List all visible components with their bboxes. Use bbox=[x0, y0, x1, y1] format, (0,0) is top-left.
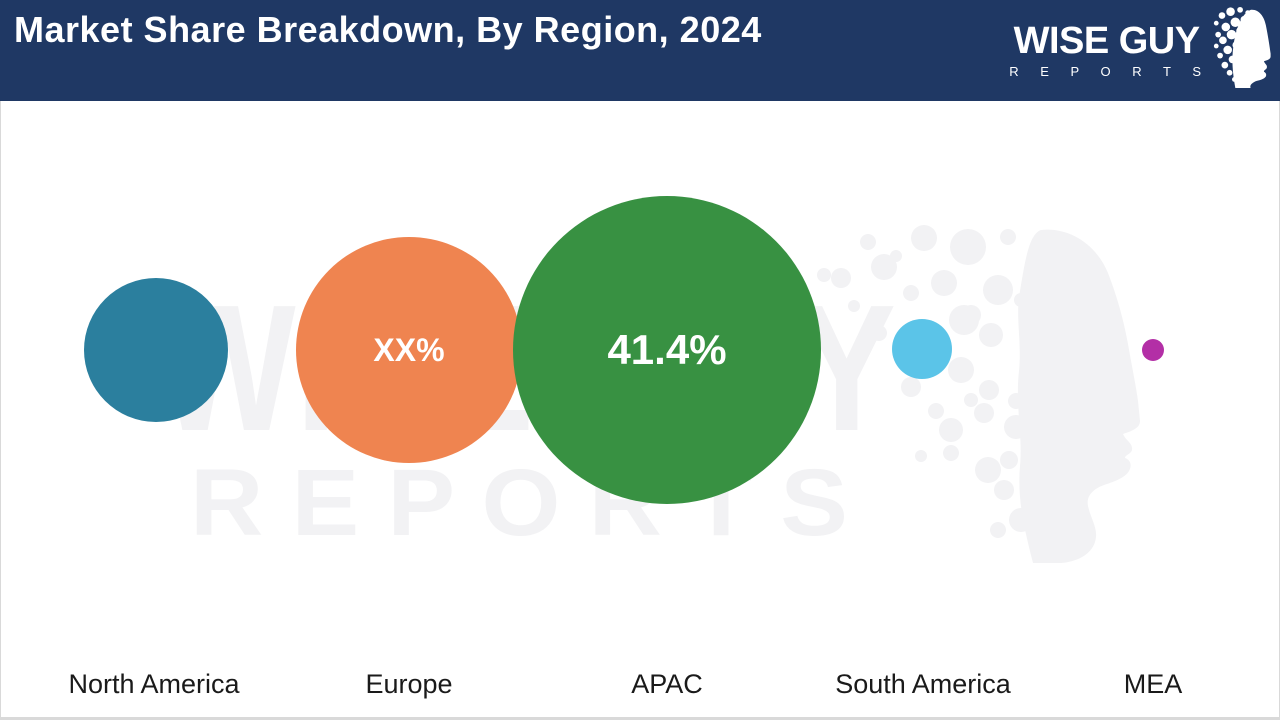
brand-logo-text: WISE GUY R E P O R T S bbox=[1003, 22, 1210, 78]
bubble-value-label-europe: XX% bbox=[373, 331, 445, 368]
brand-name: WISE GUY bbox=[1013, 20, 1201, 62]
bubble-mea bbox=[1142, 339, 1164, 361]
watermark-head-icon bbox=[817, 225, 1140, 563]
category-label-north-america: North America bbox=[68, 669, 240, 699]
category-label-europe: Europe bbox=[365, 669, 453, 699]
brand-logo: WISE GUY R E P O R T S bbox=[1003, 0, 1272, 101]
bubble-europe: XX% bbox=[296, 237, 522, 463]
bubble-apac: 41.4% bbox=[513, 196, 821, 504]
brand-head-icon bbox=[1213, 6, 1271, 88]
page-title: Market Share Breakdown, By Region, 2024 bbox=[14, 9, 762, 50]
bubble-chart: WISE GUY R E P O R T S bbox=[0, 101, 1280, 720]
brand-subtitle: R E P O R T S bbox=[1009, 64, 1210, 79]
bubble-north-america bbox=[84, 278, 228, 422]
bubble-south-america bbox=[892, 319, 952, 379]
bubble-value-label-apac: 41.4% bbox=[607, 326, 727, 373]
header-bar: Market Share Breakdown, By Region, 2024 … bbox=[0, 0, 1280, 101]
category-label-mea: MEA bbox=[1123, 669, 1183, 699]
category-label-apac: APAC bbox=[631, 669, 703, 699]
category-label-south-america: South America bbox=[835, 669, 1011, 699]
